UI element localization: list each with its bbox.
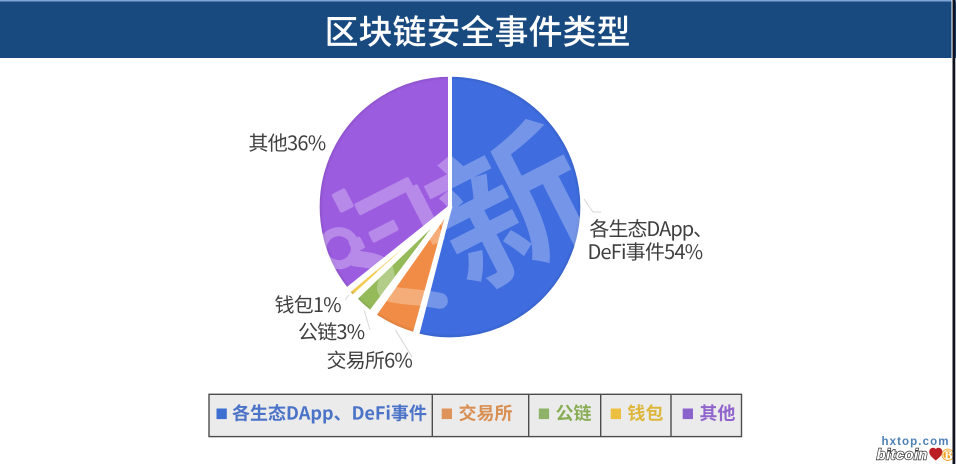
svg-text:bitcoin: bitcoin (877, 447, 928, 464)
svg-text:B: B (945, 450, 953, 462)
svg-text:hxtop.com: hxtop.com (882, 436, 950, 448)
